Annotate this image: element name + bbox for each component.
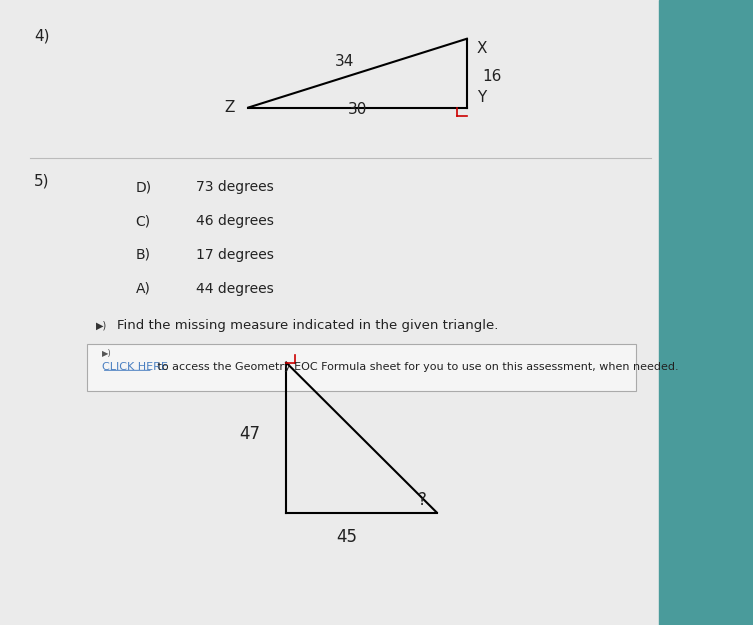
Text: B): B): [136, 248, 151, 262]
Text: 34: 34: [335, 54, 355, 69]
Text: Y: Y: [477, 90, 486, 105]
Text: D): D): [136, 181, 151, 194]
Text: 16: 16: [482, 69, 501, 84]
Text: 73 degrees: 73 degrees: [196, 181, 273, 194]
FancyBboxPatch shape: [87, 344, 636, 391]
Text: 47: 47: [239, 426, 260, 443]
Text: 17 degrees: 17 degrees: [196, 248, 273, 262]
Text: C): C): [136, 214, 151, 228]
Bar: [659, 0, 753, 625]
Text: to access the Geometry EOC Formula sheet for you to use on this assessment, when: to access the Geometry EOC Formula sheet…: [154, 362, 678, 372]
Text: CLICK HERE: CLICK HERE: [102, 362, 167, 372]
Text: 46 degrees: 46 degrees: [196, 214, 273, 228]
Text: Z: Z: [224, 100, 235, 115]
Text: Find the missing measure indicated in the given triangle.: Find the missing measure indicated in th…: [117, 319, 498, 331]
Text: 44 degrees: 44 degrees: [196, 282, 273, 296]
Text: ▶): ▶): [96, 320, 107, 330]
Text: A): A): [136, 282, 151, 296]
Text: 5): 5): [34, 173, 50, 188]
Text: ▶): ▶): [102, 349, 111, 358]
Text: X: X: [477, 41, 487, 56]
Text: 4): 4): [34, 28, 50, 43]
Text: 45: 45: [336, 528, 357, 546]
Text: ?: ?: [418, 491, 427, 509]
Text: 30: 30: [348, 102, 367, 118]
